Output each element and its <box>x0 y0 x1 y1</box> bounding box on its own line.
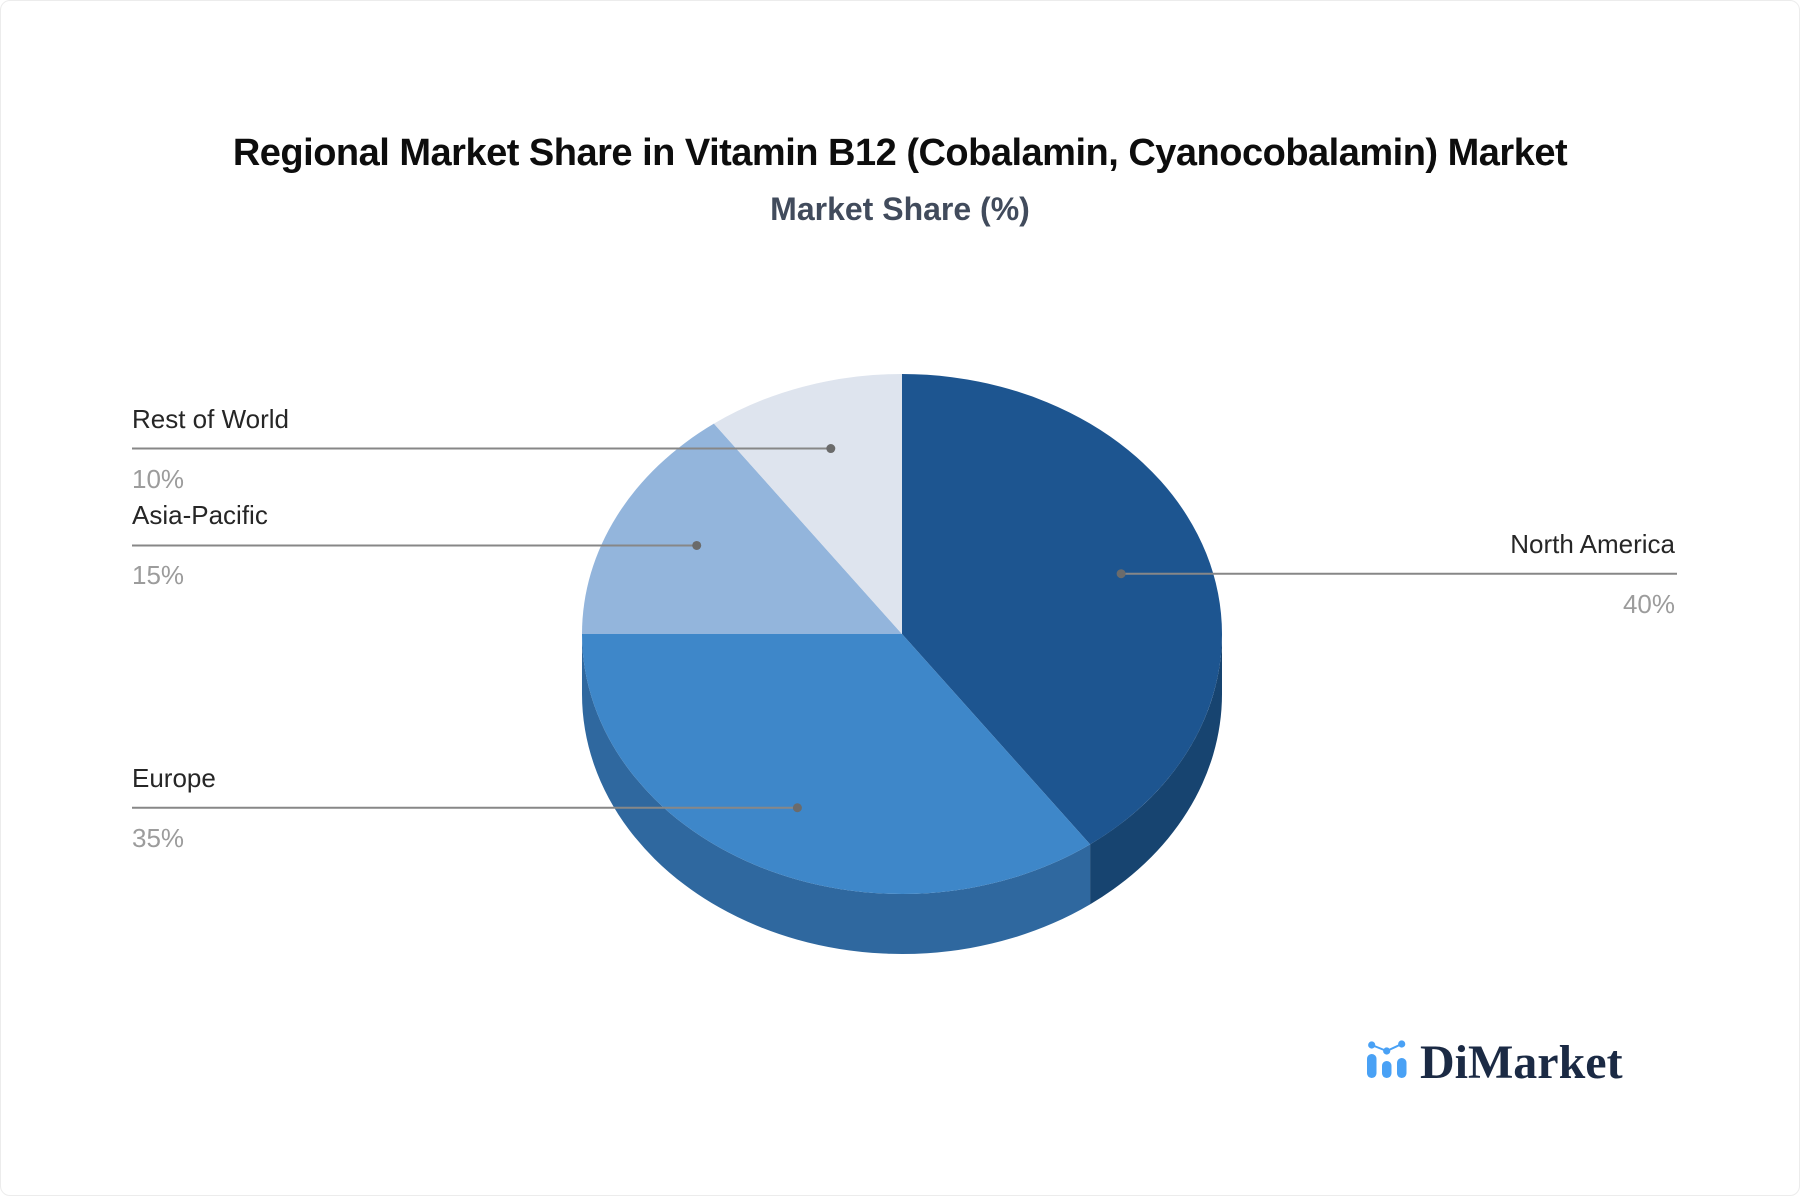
slice-percentage-asia-pacific: 15% <box>132 560 185 591</box>
bar-chart-sparkline-icon <box>1367 1040 1407 1078</box>
callout-line-gap <box>1510 560 1675 588</box>
pie-slice-north-america[interactable] <box>902 374 1222 845</box>
logo-sparkline-dot <box>1398 1040 1406 1048</box>
chart-subtitle: Market Share (%) <box>770 191 1030 227</box>
callout-anchor-dot-asia-pacific <box>692 540 702 550</box>
slice-percentage-rest-of-world: 10% <box>132 463 185 494</box>
callout-anchor-dot-rest-of-world <box>826 444 836 454</box>
dimarket-logo: DiMarket <box>1367 1037 1623 1089</box>
callout-line-gap <box>132 435 289 463</box>
callout-asia-pacific: Asia-Pacific 15% <box>132 499 268 591</box>
pie-slice-europe[interactable] <box>582 634 1091 894</box>
slice-percentage-north-america: 40% <box>1622 588 1675 619</box>
slice-label-north-america: North America <box>1510 528 1675 559</box>
callout-line-gap <box>132 794 216 822</box>
logo-bar <box>1367 1054 1377 1078</box>
callout-anchor-dot-europe <box>792 803 802 813</box>
logo-sparkline-dot <box>1368 1041 1376 1049</box>
pie-slice-side-europe <box>582 634 1091 954</box>
slice-label-asia-pacific: Asia-Pacific <box>132 500 268 531</box>
logo-text: DiMarket <box>1420 1036 1623 1089</box>
pie-slice-side-north-america <box>1090 634 1222 905</box>
callout-europe: Europe 35% <box>132 762 216 854</box>
pie-slice-rest-of-world[interactable] <box>713 374 902 634</box>
chart-title: Regional Market Share in Vitamin B12 (Co… <box>232 132 1568 174</box>
slice-label-rest-of-world: Rest of World <box>132 403 290 434</box>
slice-label-europe: Europe <box>132 762 216 793</box>
callout-anchor-dot-north-america <box>1116 569 1126 579</box>
callout-line-gap <box>132 531 268 559</box>
pie-slice-asia-pacific[interactable] <box>582 423 902 634</box>
callout-north-america: North America 40% <box>1510 528 1675 620</box>
logo-bar <box>1382 1061 1392 1078</box>
logo-bar <box>1397 1058 1407 1078</box>
logo-sparkline-dot <box>1383 1047 1391 1055</box>
slice-percentage-europe: 35% <box>132 822 185 853</box>
callout-rest-of-world: Rest of World 10% <box>132 403 289 495</box>
